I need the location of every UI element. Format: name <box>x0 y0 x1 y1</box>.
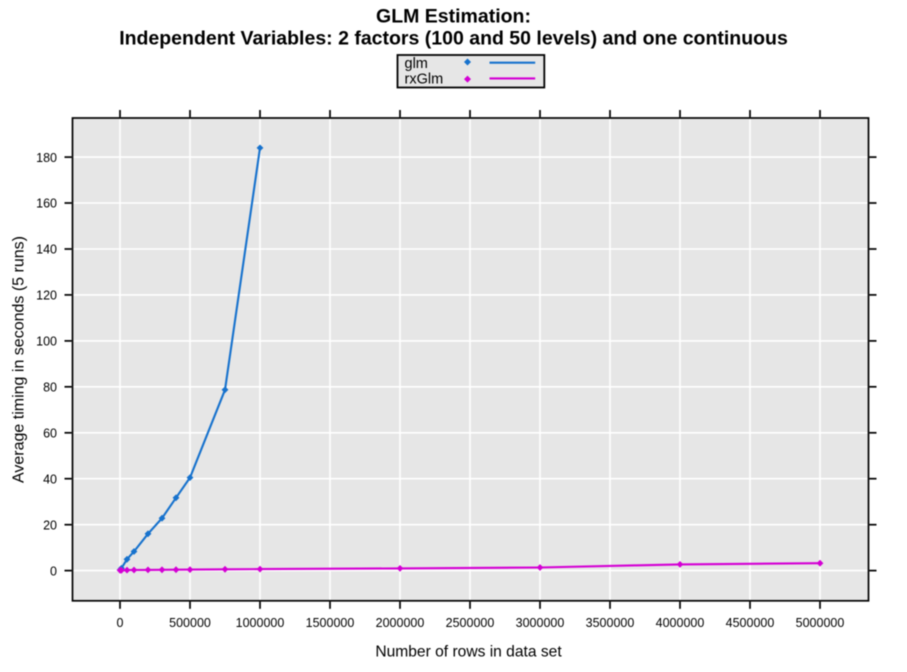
svg-text:0: 0 <box>50 564 57 578</box>
svg-text:GLM Estimation:: GLM Estimation: <box>376 6 531 28</box>
svg-text:4500000: 4500000 <box>726 616 775 630</box>
svg-text:2000000: 2000000 <box>376 616 425 630</box>
svg-text:1500000: 1500000 <box>306 616 355 630</box>
svg-text:5000000: 5000000 <box>796 616 845 630</box>
svg-text:160: 160 <box>36 197 57 211</box>
svg-text:80: 80 <box>43 381 57 395</box>
svg-text:2500000: 2500000 <box>446 616 495 630</box>
svg-text:rxGlm: rxGlm <box>405 72 444 88</box>
svg-text:Independent Variables: 2 facto: Independent Variables: 2 factors (100 an… <box>119 27 788 49</box>
svg-text:180: 180 <box>36 151 57 165</box>
svg-text:40: 40 <box>43 472 57 486</box>
svg-text:4000000: 4000000 <box>656 616 705 630</box>
svg-text:Average timing in seconds (5 r: Average timing in seconds (5 runs) <box>11 236 28 483</box>
svg-text:20: 20 <box>43 518 57 532</box>
svg-text:120: 120 <box>36 289 57 303</box>
svg-text:140: 140 <box>36 243 57 257</box>
svg-text:0: 0 <box>117 616 124 630</box>
svg-text:1000000: 1000000 <box>236 616 285 630</box>
svg-text:60: 60 <box>43 427 57 441</box>
svg-text:3000000: 3000000 <box>516 616 565 630</box>
svg-text:Number of rows in data set: Number of rows in data set <box>375 644 562 661</box>
svg-text:500000: 500000 <box>169 616 211 630</box>
svg-text:100: 100 <box>36 335 57 349</box>
svg-text:glm: glm <box>405 56 428 72</box>
svg-text:3500000: 3500000 <box>586 616 635 630</box>
